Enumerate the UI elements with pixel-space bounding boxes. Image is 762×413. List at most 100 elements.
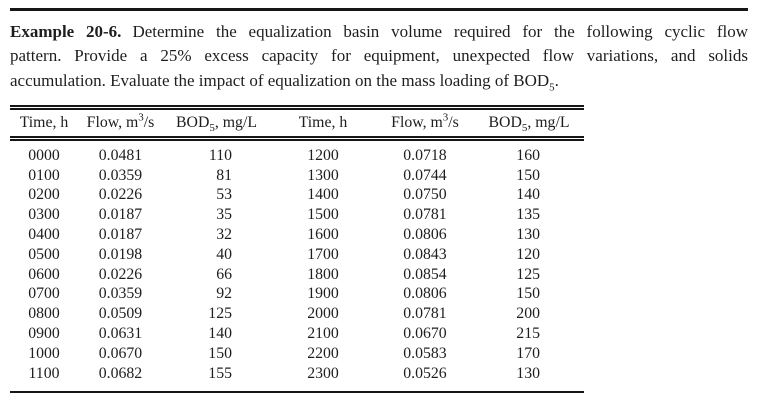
column-header-time-1: Time, h <box>10 104 78 141</box>
table-row: 0900 0.0631 140 2100 0.0670 215 <box>10 324 584 344</box>
table-cell: 0900 <box>28 325 60 343</box>
table-cell: 1700 <box>307 245 339 263</box>
table-cell: 2300 <box>307 364 339 382</box>
table-cell: 40 <box>216 245 232 263</box>
table-cell: 0600 <box>28 265 60 283</box>
table-cell: 130 <box>516 364 540 382</box>
table-cell: 0.0806 <box>403 226 447 244</box>
table-cell: 0.0718 <box>403 146 447 164</box>
table-cell: 120 <box>516 245 540 263</box>
textbook-page: Example 20-6. Determine the equalization … <box>10 8 748 394</box>
table-cell: 0.0631 <box>98 325 143 343</box>
paragraph-line-3: accumulation. Evaluate the impact of equ… <box>10 69 748 93</box>
table-cell: 81 <box>216 166 232 184</box>
table-cell: 140 <box>208 325 232 343</box>
table-row: 0100 0.0359 81 1300 0.0744 150 <box>10 166 584 186</box>
table-cell: 0.0359 <box>98 166 143 184</box>
table-cell: 0.0744 <box>403 166 447 184</box>
table-cell: 2200 <box>307 344 339 362</box>
table-cell: 0700 <box>28 285 60 303</box>
table-cell: 0.0481 <box>98 146 143 164</box>
table-cell: 0.0359 <box>98 285 143 303</box>
cyclic-flow-table: Time, h Flow, m3/s BOD5, mg/L Time, h Fl… <box>10 104 584 394</box>
table-cell: 0.0843 <box>403 245 447 263</box>
top-divider-rule <box>10 8 748 11</box>
table-row: 0200 0.0226 53 1400 0.0750 140 <box>10 185 584 205</box>
table-cell: 0.0583 <box>403 344 447 362</box>
table-cell: 0.0750 <box>403 186 447 204</box>
table-cell: 1500 <box>307 206 339 224</box>
table-cell: 0.0670 <box>98 344 143 362</box>
table-cell: 0.0187 <box>98 226 143 244</box>
table-cell: 1600 <box>307 226 339 244</box>
table-cell: 125 <box>208 305 232 323</box>
table-cell: 0.0226 <box>98 265 143 283</box>
table-cell: 215 <box>516 325 540 343</box>
table-cell: 155 <box>208 364 232 382</box>
paragraph-line-1: Example 20-6. Determine the equalization … <box>10 20 748 44</box>
table-cell: 35 <box>216 206 232 224</box>
table-cell: 0.0781 <box>403 305 447 323</box>
table-cell: 200 <box>516 305 540 323</box>
table-cell: 140 <box>516 186 540 204</box>
table-cell: 0.0806 <box>403 285 447 303</box>
table-cell: 2100 <box>307 325 339 343</box>
table-row: 0500 0.0198 40 1700 0.0843 120 <box>10 245 584 265</box>
table-cell: 0200 <box>28 186 60 204</box>
table-cell: 1400 <box>307 186 339 204</box>
paragraph-text: pattern. Provide a 25% excess capacity f… <box>10 46 748 66</box>
table-cell: 0500 <box>28 245 60 263</box>
table-cell: 0.0526 <box>403 364 447 382</box>
table-cell: 0100 <box>28 166 60 184</box>
table-header: Time, h Flow, m3/s BOD5, mg/L Time, h Fl… <box>10 104 584 141</box>
table-cell: 150 <box>208 344 232 362</box>
table-header-row: Time, h Flow, m3/s BOD5, mg/L Time, h Fl… <box>10 104 584 141</box>
table-cell: 2000 <box>307 305 339 323</box>
table-row: 0800 0.0509 125 2000 0.0781 200 <box>10 304 584 324</box>
paragraph-line-2: pattern. Provide a 25% excess capacity f… <box>10 44 748 68</box>
column-header-bod-1: BOD5, mg/L <box>163 104 270 141</box>
table-cell: 1200 <box>307 146 339 164</box>
table-cell: 110 <box>208 146 232 164</box>
table-cell: 32 <box>216 226 232 244</box>
table-cell: 150 <box>516 166 540 184</box>
flow-table-body: 0000 0.0481 110 1200 0.0718 160 0100 0.0359 81 13… <box>10 138 584 392</box>
column-header-time-2: Time, h <box>270 104 376 141</box>
table-row: 0700 0.0359 92 1900 0.0806 150 <box>10 284 584 304</box>
column-header-bod-2: BOD5, mg/L <box>474 104 584 141</box>
table-cell: 170 <box>516 344 540 362</box>
table-cell: 92 <box>216 285 232 303</box>
example-label: Example 20-6. <box>10 22 122 41</box>
table-cell: 0.0670 <box>403 325 447 343</box>
table-cell: 53 <box>216 186 232 204</box>
table-cell: 0300 <box>28 206 60 224</box>
table-cell: 0.0198 <box>98 245 143 263</box>
paragraph-text-tail: . <box>554 70 559 90</box>
example-paragraph: Example 20-6. Determine the equalization … <box>10 20 748 93</box>
table-cell: 0.0682 <box>98 364 143 382</box>
table-cell: 0.0187 <box>98 206 143 224</box>
table-cell: 0400 <box>28 226 60 244</box>
paragraph-text: accumulation. Evaluate the impact of equ… <box>10 70 550 90</box>
table-row: 0400 0.0187 32 1600 0.0806 130 <box>10 225 584 245</box>
table-row: 0600 0.0226 66 1800 0.0854 125 <box>10 265 584 285</box>
table-cell: 135 <box>516 206 540 224</box>
table-row: 1000 0.0670 150 2200 0.0583 170 <box>10 344 584 364</box>
table-cell: 125 <box>516 265 540 283</box>
table-cell: 1900 <box>307 285 339 303</box>
table-cell: 1300 <box>307 166 339 184</box>
table-cell: 1100 <box>28 364 60 382</box>
table-row: 0000 0.0481 110 1200 0.0718 160 <box>10 138 584 165</box>
table-cell: 0.0509 <box>98 305 143 323</box>
table-row: 0300 0.0187 35 1500 0.0781 135 <box>10 205 584 225</box>
table-cell: 1800 <box>307 265 339 283</box>
table-cell: 0.0854 <box>403 265 447 283</box>
column-header-flow-2: Flow, m3/s <box>376 104 474 141</box>
table-cell: 160 <box>516 146 540 164</box>
table-cell: 1000 <box>28 344 60 362</box>
table-cell: 0.0226 <box>98 186 143 204</box>
column-header-flow-1: Flow, m3/s <box>78 104 163 141</box>
table-cell: 66 <box>216 265 232 283</box>
table-row: 1100 0.0682 155 2300 0.0526 130 <box>10 364 584 393</box>
paragraph-text: Determine the equalization basin volume … <box>132 22 748 41</box>
